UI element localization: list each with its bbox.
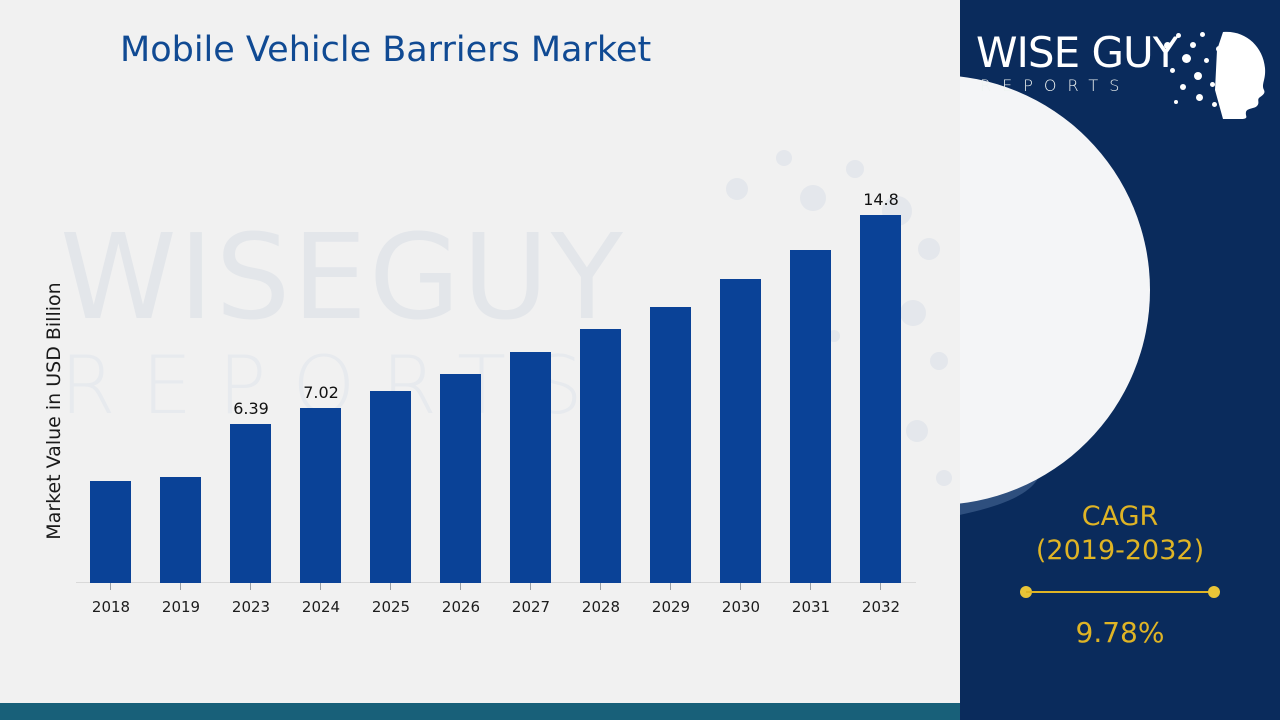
bar — [90, 481, 131, 583]
x-axis-tick — [250, 583, 251, 590]
bar — [370, 391, 411, 583]
bar — [510, 352, 551, 583]
bar-group: 2026 — [426, 150, 496, 616]
decorative-bubble — [726, 178, 748, 200]
chart-area: WISEGUY REPORTS Mobile Vehicle Barriers … — [0, 30, 963, 720]
cagr-value: 9.78% — [1075, 615, 1165, 649]
x-axis-tick-label: 2019 — [161, 598, 201, 616]
x-axis-tick — [530, 583, 531, 590]
cagr-label: CAGR — [1081, 501, 1159, 532]
dot-cluster-decoration — [960, 75, 1150, 505]
x-axis-tick-label: 2027 — [511, 598, 551, 616]
bar-value-label: 6.39 — [233, 399, 269, 418]
x-axis-tick — [110, 583, 111, 590]
bar — [300, 408, 341, 583]
decorative-bubble — [828, 330, 840, 342]
x-axis-tick-label: 2025 — [371, 598, 411, 616]
decorative-bubble — [936, 470, 952, 486]
bar-chart-plot: 2018 2019 6.39 2023 7.02 2024 2025 2026 2027 2028… — [76, 150, 916, 616]
bar-group: 2030 — [706, 150, 776, 616]
x-axis-tick — [670, 583, 671, 590]
x-axis-tick — [600, 583, 601, 590]
x-axis-tick-label: 2026 — [441, 598, 481, 616]
bar — [230, 424, 271, 583]
decorative-bubble — [800, 185, 826, 211]
bar-group: 7.02 2024 — [286, 150, 356, 616]
bar-group: 2018 — [76, 150, 146, 616]
y-axis-label: Market Value in USD Billion — [43, 282, 65, 540]
bar — [790, 250, 831, 583]
divider-dot-right — [1208, 585, 1220, 598]
x-axis-tick — [880, 583, 881, 590]
decorative-bubble — [918, 238, 940, 260]
bar — [440, 374, 481, 583]
x-axis-line — [76, 582, 916, 583]
bar-group: 2019 — [146, 150, 216, 616]
bar-group: 2029 — [636, 150, 706, 616]
x-axis-tick — [740, 583, 741, 590]
x-axis-tick — [320, 583, 321, 590]
x-axis-tick-label: 2030 — [721, 598, 761, 616]
x-axis-tick-label: 2029 — [651, 598, 691, 616]
x-axis-tick — [390, 583, 391, 590]
decorative-bubble — [846, 160, 864, 178]
bar-group: 14.8 2032 — [846, 150, 916, 616]
logo-head-profile-icon — [1215, 31, 1266, 120]
right-branding-panel: WISE GUY REPORTS — [960, 0, 1280, 720]
wiseguy-reports-logo: WISE GUY REPORTS — [968, 28, 1273, 120]
bar-value-label: 7.02 — [303, 383, 339, 402]
bar — [720, 279, 761, 583]
page-title: Mobile Vehicle Barriers Market — [120, 30, 652, 70]
decorative-bubble — [930, 352, 948, 370]
x-axis-tick-label: 2031 — [791, 598, 831, 616]
cagr-divider — [1020, 585, 1220, 598]
bar-group: 2031 — [776, 150, 846, 616]
bar-value-label: 14.8 — [863, 190, 899, 209]
x-axis-tick — [460, 583, 461, 590]
decorative-bubble — [900, 300, 926, 326]
bar — [580, 329, 621, 583]
cagr-block: CAGR (2019-2032) 9.78% — [960, 500, 1280, 649]
logo-wordmark-secondary: REPORTS — [980, 76, 1131, 95]
divider-line — [1026, 590, 1214, 593]
decorative-bubble — [776, 150, 792, 166]
bar — [860, 215, 901, 583]
x-axis-tick-label: 2023 — [231, 598, 271, 616]
x-axis-tick-label: 2032 — [861, 598, 901, 616]
logo-wordmark-primary: WISE GUY — [976, 28, 1178, 77]
x-axis-tick-label: 2028 — [581, 598, 621, 616]
bar-group: 6.39 2023 — [216, 150, 286, 616]
bar-group: 2025 — [356, 150, 426, 616]
decorative-bubble — [906, 420, 928, 442]
cagr-period: (2019-2032) — [1035, 534, 1205, 566]
bar — [160, 477, 201, 583]
x-axis-tick — [180, 583, 181, 590]
bar-group: 2028 — [566, 150, 636, 616]
bar-group: 2027 — [496, 150, 566, 616]
bottom-accent-strip — [0, 703, 963, 720]
bar — [650, 307, 691, 583]
x-axis-tick — [810, 583, 811, 590]
x-axis-tick-label: 2024 — [301, 598, 341, 616]
x-axis-tick-label: 2018 — [91, 598, 131, 616]
